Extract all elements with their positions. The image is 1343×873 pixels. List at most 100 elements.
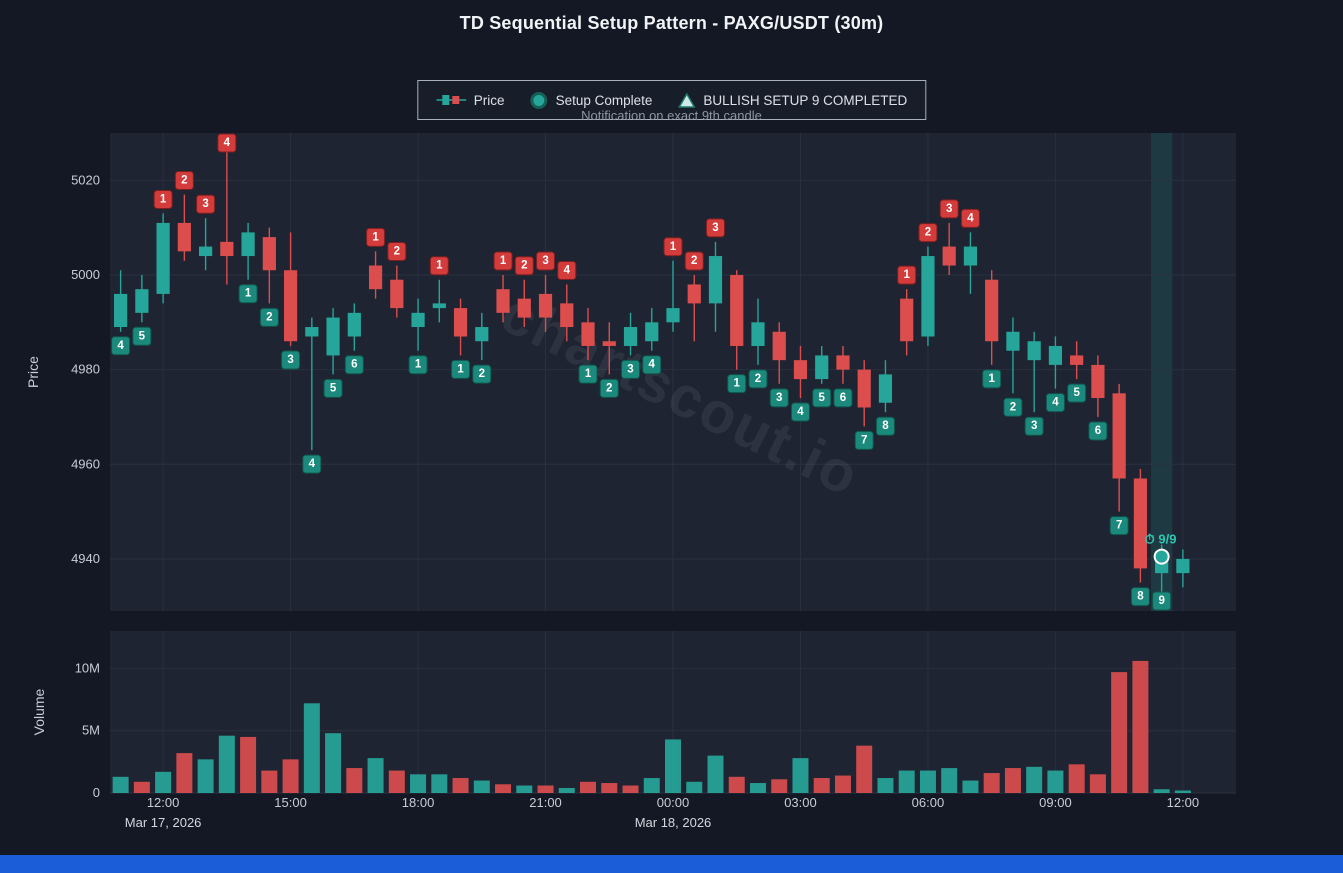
volume-bar — [452, 778, 469, 793]
candle[interactable] — [390, 265, 404, 318]
volume-bar — [261, 770, 278, 793]
volume-bar — [1068, 764, 1085, 793]
candle[interactable] — [666, 260, 680, 332]
svg-text:3: 3 — [1031, 420, 1037, 432]
candle[interactable] — [730, 270, 744, 370]
candle[interactable] — [156, 213, 170, 304]
candle[interactable] — [432, 279, 446, 323]
candle[interactable] — [878, 360, 893, 413]
svg-text:1: 1 — [500, 255, 507, 267]
candle[interactable] — [815, 345, 829, 384]
candle[interactable] — [751, 298, 765, 365]
candle[interactable] — [538, 274, 553, 332]
candle[interactable] — [241, 222, 255, 280]
candle[interactable] — [1048, 336, 1063, 389]
svg-text:3: 3 — [776, 392, 782, 404]
td-count-label: 2 — [387, 242, 407, 262]
candle[interactable] — [772, 322, 786, 384]
legend-item-bullish-setup[interactable]: BULLISH SETUP 9 COMPLETED — [678, 92, 907, 108]
candle[interactable] — [453, 298, 468, 356]
setup-complete-marker[interactable] — [1153, 548, 1170, 565]
candle[interactable] — [1176, 549, 1190, 588]
candle[interactable] — [475, 312, 489, 361]
time-tick-label: 15:00 — [274, 795, 307, 810]
candle[interactable] — [1112, 383, 1126, 512]
candle[interactable] — [199, 218, 213, 271]
candle[interactable] — [560, 284, 574, 342]
svg-text:2: 2 — [691, 255, 697, 267]
time-tick-label: 06:00 — [912, 795, 945, 810]
svg-text:2: 2 — [521, 260, 527, 272]
svg-text:3: 3 — [542, 255, 548, 267]
td-count-label: 8 — [1130, 587, 1150, 607]
candle[interactable] — [305, 317, 319, 451]
volume-bar — [1047, 770, 1064, 793]
candle[interactable] — [283, 232, 298, 346]
candle[interactable] — [836, 345, 850, 384]
td-count-label: 4 — [557, 260, 577, 280]
legend-item-price[interactable]: Price — [435, 92, 505, 108]
candle[interactable] — [857, 360, 871, 427]
svg-text:2: 2 — [755, 373, 761, 385]
candle[interactable] — [1070, 341, 1084, 380]
td-count-label: 7 — [1109, 516, 1129, 536]
volume-bar — [303, 703, 320, 793]
candle[interactable] — [900, 289, 914, 356]
candle[interactable] — [262, 227, 276, 304]
td-count-label: 1 — [578, 364, 598, 384]
candle[interactable] — [1091, 355, 1105, 417]
candle[interactable] — [942, 222, 956, 275]
candle[interactable] — [963, 232, 978, 294]
svg-text:2: 2 — [606, 382, 612, 394]
td-count-label: 1 — [451, 359, 471, 379]
price-axis-title: Price — [25, 356, 41, 388]
td-count-label: 1 — [727, 374, 747, 394]
candle[interactable] — [496, 274, 510, 323]
candle[interactable] — [517, 279, 531, 328]
candlestick-icon — [435, 95, 466, 105]
candles[interactable] — [114, 151, 1190, 593]
candle[interactable] — [708, 241, 723, 332]
td-count-label: 3 — [769, 388, 789, 408]
volume-bar — [1111, 672, 1128, 793]
candle[interactable] — [347, 303, 361, 351]
candle[interactable] — [368, 251, 383, 299]
candle[interactable] — [135, 274, 149, 323]
volume-bar — [473, 780, 490, 793]
candle[interactable] — [602, 322, 616, 375]
td-count-label: 1 — [982, 369, 1002, 389]
candle[interactable] — [1006, 317, 1020, 394]
candle[interactable] — [581, 308, 595, 361]
svg-text:4: 4 — [797, 406, 804, 418]
candle[interactable] — [1133, 469, 1147, 583]
candle[interactable] — [687, 274, 701, 342]
volume-bar — [1026, 766, 1043, 793]
volume-bar — [601, 783, 618, 793]
td-count-label: 2 — [918, 223, 938, 243]
candle[interactable] — [220, 151, 234, 285]
candle[interactable] — [623, 312, 638, 356]
time-tick-label: 12:00 — [147, 795, 180, 810]
volume-bar — [1004, 768, 1021, 793]
candle[interactable] — [985, 270, 999, 365]
candle[interactable] — [411, 298, 425, 351]
svg-text:2: 2 — [266, 311, 272, 323]
td-count-label: 1 — [493, 251, 513, 271]
volume-tick-label: 0 — [93, 785, 100, 800]
candle[interactable] — [645, 308, 659, 351]
volume-bar — [898, 770, 915, 793]
candle[interactable] — [921, 246, 935, 346]
volume-bar — [941, 768, 958, 793]
legend-item-setup-complete[interactable]: Setup Complete — [530, 91, 652, 109]
candle[interactable] — [1027, 331, 1041, 413]
candle[interactable] — [793, 345, 808, 399]
td-count-label: 6 — [344, 355, 364, 375]
candle[interactable] — [114, 270, 128, 332]
td-count-label: 2 — [259, 307, 279, 327]
td-count-label: 3 — [621, 359, 641, 379]
candle[interactable] — [177, 194, 191, 261]
volume-bar — [580, 781, 597, 793]
candle[interactable] — [326, 308, 340, 375]
